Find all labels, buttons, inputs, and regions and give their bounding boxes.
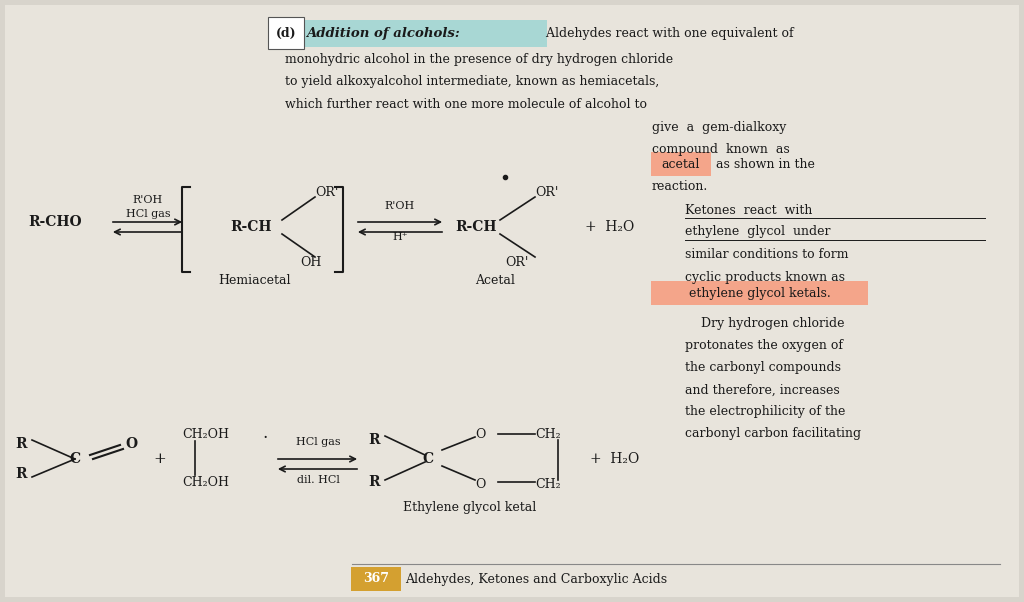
Text: as shown in the: as shown in the <box>712 158 815 170</box>
Text: C: C <box>70 452 81 466</box>
Text: which further react with one more molecule of alcohol to: which further react with one more molecu… <box>285 99 647 111</box>
Text: ethylene  glycol  under: ethylene glycol under <box>685 226 830 238</box>
Text: +  H₂O: + H₂O <box>585 220 634 234</box>
Text: CH₂OH: CH₂OH <box>182 427 229 441</box>
Text: 367: 367 <box>362 573 389 586</box>
Text: reaction.: reaction. <box>652 179 709 193</box>
Text: +  H₂O: + H₂O <box>590 452 639 466</box>
Text: the carbonyl compounds: the carbonyl compounds <box>685 361 841 374</box>
Text: Acetal: Acetal <box>475 273 515 287</box>
Text: cyclic products known as: cyclic products known as <box>685 270 845 284</box>
Text: R-CH: R-CH <box>455 220 497 234</box>
Text: HCl gas: HCl gas <box>296 437 340 447</box>
Text: protonates the oxygen of: protonates the oxygen of <box>685 340 843 353</box>
Text: carbonyl carbon facilitating: carbonyl carbon facilitating <box>685 427 861 441</box>
Text: ethylene glycol ketals.: ethylene glycol ketals. <box>689 287 830 300</box>
Text: Aldehydes, Ketones and Carboxylic Acids: Aldehydes, Ketones and Carboxylic Acids <box>406 573 667 586</box>
Text: R: R <box>15 437 27 451</box>
Text: R: R <box>368 475 380 489</box>
Text: Aldehydes react with one equivalent of: Aldehydes react with one equivalent of <box>542 26 794 40</box>
FancyBboxPatch shape <box>651 281 868 305</box>
FancyBboxPatch shape <box>303 20 547 47</box>
Text: OR': OR' <box>535 185 558 199</box>
Text: +: + <box>154 452 166 466</box>
Text: Dry hydrogen chloride: Dry hydrogen chloride <box>685 317 845 330</box>
Text: R: R <box>15 467 27 481</box>
Text: give  a  gem-dialkoxy: give a gem-dialkoxy <box>652 122 786 134</box>
Text: monohydric alcohol in the presence of dry hydrogen chloride: monohydric alcohol in the presence of dr… <box>285 52 673 66</box>
Text: OR': OR' <box>315 185 338 199</box>
Text: O: O <box>125 437 137 451</box>
FancyBboxPatch shape <box>351 567 401 591</box>
Text: HCl gas: HCl gas <box>126 209 170 219</box>
Text: R-CHO: R-CHO <box>28 215 82 229</box>
Text: R'OH: R'OH <box>385 201 415 211</box>
Text: R'OH: R'OH <box>133 195 163 205</box>
Text: .: . <box>262 426 267 442</box>
Text: dil. HCl: dil. HCl <box>297 475 339 485</box>
Text: Addition of alcohols:: Addition of alcohols: <box>306 26 460 40</box>
Text: (d): (d) <box>275 26 296 40</box>
Text: similar conditions to form: similar conditions to form <box>685 249 849 261</box>
Text: C: C <box>423 452 433 466</box>
Text: Ketones  react  with: Ketones react with <box>685 203 812 217</box>
Text: acetal: acetal <box>662 158 700 170</box>
Text: R-CH: R-CH <box>230 220 271 234</box>
Text: Hemiacetal: Hemiacetal <box>219 273 291 287</box>
Text: CH₂: CH₂ <box>535 427 560 441</box>
Text: O: O <box>475 477 485 491</box>
Text: OH: OH <box>300 255 322 268</box>
Text: Ethylene glycol ketal: Ethylene glycol ketal <box>403 500 537 514</box>
Text: the electrophilicity of the: the electrophilicity of the <box>685 406 846 418</box>
FancyBboxPatch shape <box>268 17 304 49</box>
Text: CH₂: CH₂ <box>535 477 560 491</box>
Text: R: R <box>368 433 380 447</box>
Text: to yield alkoxyalcohol intermediate, known as hemiacetals,: to yield alkoxyalcohol intermediate, kno… <box>285 75 659 88</box>
FancyBboxPatch shape <box>5 5 1019 597</box>
Text: compound  known  as: compound known as <box>652 143 790 155</box>
Text: H⁺: H⁺ <box>392 232 408 242</box>
Text: OR': OR' <box>505 255 528 268</box>
Text: and therefore, increases: and therefore, increases <box>685 383 840 397</box>
Text: CH₂OH: CH₂OH <box>182 476 229 488</box>
FancyBboxPatch shape <box>651 152 711 176</box>
Text: O: O <box>475 427 485 441</box>
